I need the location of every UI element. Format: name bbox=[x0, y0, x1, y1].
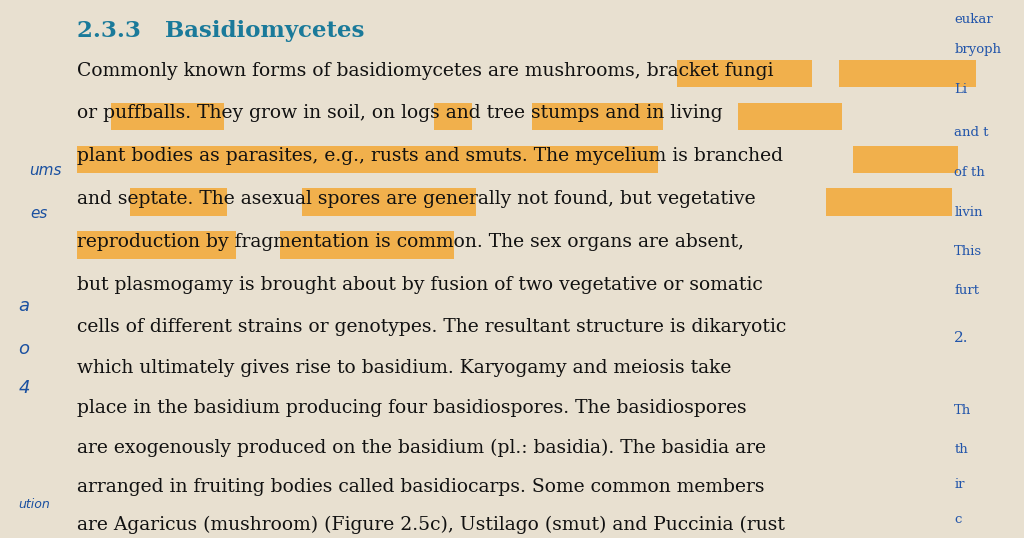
Text: ir: ir bbox=[954, 478, 965, 491]
Text: plant bodies as parasites, e.g., rusts and smuts. The mycelium is branched: plant bodies as parasites, e.g., rusts a… bbox=[77, 147, 782, 165]
Text: place in the basidium producing four basidiospores. The basidiospores: place in the basidium producing four bas… bbox=[77, 399, 746, 416]
Bar bbox=[434, 103, 472, 130]
Text: reproduction by fragmentation is common. The sex organs are absent,: reproduction by fragmentation is common.… bbox=[77, 233, 743, 251]
Bar bbox=[853, 146, 958, 173]
Text: or puffballs. They grow in soil, on logs and tree stumps and in living: or puffballs. They grow in soil, on logs… bbox=[77, 104, 722, 122]
Text: Li: Li bbox=[954, 83, 968, 96]
Text: This: This bbox=[954, 245, 982, 258]
Bar bbox=[130, 188, 227, 216]
Text: th: th bbox=[954, 443, 968, 456]
Bar bbox=[302, 188, 476, 216]
Text: but plasmogamy is brought about by fusion of two vegetative or somatic: but plasmogamy is brought about by fusio… bbox=[77, 275, 763, 294]
Text: 2.3.3   Basidiomycetes: 2.3.3 Basidiomycetes bbox=[77, 20, 365, 43]
Text: are Agaricus (mushroom) (Figure 2.5c), Ustilago (smut) and Puccinia (rust: are Agaricus (mushroom) (Figure 2.5c), U… bbox=[77, 515, 784, 534]
Bar bbox=[111, 103, 224, 130]
Bar bbox=[839, 60, 976, 88]
Text: furt: furt bbox=[954, 284, 979, 296]
Text: eukar: eukar bbox=[954, 13, 993, 26]
Text: ution: ution bbox=[18, 498, 50, 511]
Text: arranged in fruiting bodies called basidiocarps. Some common members: arranged in fruiting bodies called basid… bbox=[77, 478, 764, 496]
Bar bbox=[77, 231, 236, 259]
Text: a: a bbox=[18, 297, 30, 315]
Text: bryoph: bryoph bbox=[954, 43, 1001, 56]
Text: 4: 4 bbox=[18, 379, 30, 397]
Bar bbox=[532, 103, 663, 130]
Text: livin: livin bbox=[954, 206, 983, 219]
Text: of th: of th bbox=[954, 166, 985, 179]
Text: cells of different strains or genotypes. The resultant structure is dikaryotic: cells of different strains or genotypes.… bbox=[77, 318, 786, 336]
Text: Th: Th bbox=[954, 404, 972, 417]
Text: Commonly known forms of basidiomycetes are mushrooms, bracket fungi: Commonly known forms of basidiomycetes a… bbox=[77, 61, 773, 80]
Bar bbox=[825, 188, 952, 216]
Text: and septate. The asexual spores are generally not found, but vegetative: and septate. The asexual spores are gene… bbox=[77, 190, 756, 208]
Text: c: c bbox=[954, 513, 962, 526]
Text: and t: and t bbox=[954, 126, 989, 139]
Bar bbox=[77, 146, 658, 173]
Text: ums: ums bbox=[29, 163, 61, 178]
Bar bbox=[678, 60, 812, 88]
Text: which ultimately gives rise to basidium. Karyogamy and meiosis take: which ultimately gives rise to basidium.… bbox=[77, 358, 731, 377]
Text: o: o bbox=[18, 340, 30, 358]
Bar bbox=[281, 231, 454, 259]
Text: are exogenously produced on the basidium (pl.: basidia). The basidia are: are exogenously produced on the basidium… bbox=[77, 439, 766, 457]
Bar bbox=[738, 103, 843, 130]
Text: 2.: 2. bbox=[954, 331, 969, 345]
Text: es: es bbox=[31, 206, 48, 221]
